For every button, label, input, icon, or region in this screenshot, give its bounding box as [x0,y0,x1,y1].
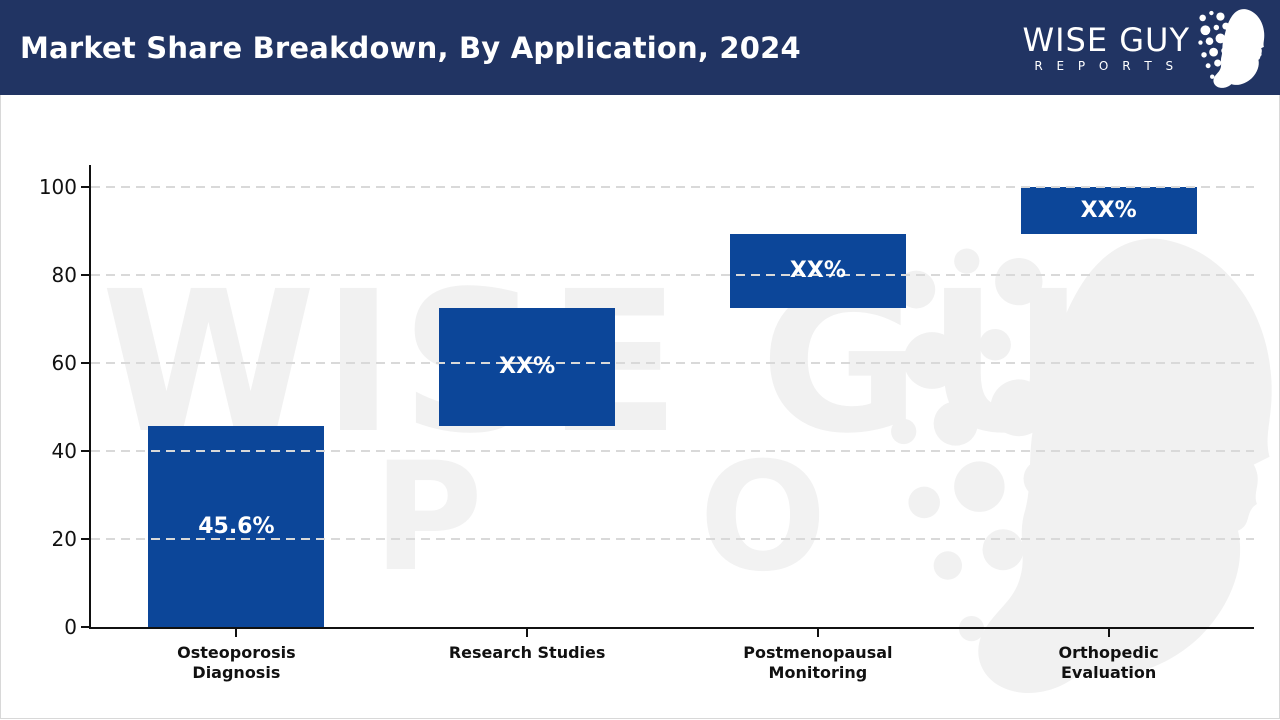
x-axis-spine [89,627,1254,629]
x-category-label-line: Postmenopausal [743,643,893,662]
y-tick-label-0: 0 [64,615,77,639]
brand-subtitle: R E P O R T S [1034,58,1179,73]
x-category-label-line: Orthopedic [1058,643,1159,662]
x-tick-1 [235,629,238,637]
y-tick-label-60: 60 [51,351,77,375]
y-tick-100 [81,186,89,188]
y-tick-label-20: 20 [51,527,77,551]
brand-name: WISE GUY [1022,20,1190,59]
bar-2 [439,308,616,427]
y-tick-60 [81,362,89,364]
bar-value-label: 45.6% [198,513,275,539]
bar-1 [148,426,325,627]
brand-logo: WISE GUY R E P O R T S [1022,7,1266,89]
x-category-label: Osteoporosis Diagnosis [96,643,376,683]
brand-head-icon [1198,8,1265,88]
y-tick-20 [81,538,89,540]
x-category-label-line: Monitoring [768,663,868,682]
chart-canvas: WISE GUY P O R T S 02040608010045.6%Oste… [0,95,1280,719]
y-tick-label-80: 80 [51,263,77,287]
x-category-label: Research Studies [387,643,667,663]
x-tick-4 [1107,629,1110,637]
gridline-80 [91,274,1254,276]
bar-4 [1020,187,1197,235]
brand-logo-text: WISE GUY R E P O R T S [1022,23,1190,73]
y-tick-80 [81,274,89,276]
bar-value-label: XX% [789,258,846,284]
gridline-20 [91,538,1254,540]
y-tick-0 [81,626,89,628]
y-tick-40 [81,450,89,452]
gridline-60 [91,362,1254,364]
y-tick-label-100: 100 [38,175,77,199]
bar-value-label: XX% [1080,197,1137,223]
header-bar: Market Share Breakdown, By Application, … [0,0,1280,95]
x-tick-3 [816,629,819,637]
x-category-label-line: Research Studies [448,643,606,662]
x-category-label-line: Osteoporosis [177,643,296,662]
y-tick-label-40: 40 [51,439,77,463]
watermark-head-icon [891,238,1272,693]
x-tick-2 [526,629,529,637]
bar-value-label: XX% [499,354,556,380]
x-category-label: Orthopedic Evaluation [969,643,1249,683]
x-category-label-line: Diagnosis [192,663,281,682]
x-category-label-line: Evaluation [1060,663,1157,682]
gridline-100 [91,186,1254,188]
plot-area: 0 20 40 60 80 100 45.6% Osteoporosis Diagnosis XX… [39,165,1254,682]
x-category-label: Postmenopausal Monitoring [678,643,958,683]
chart-title: Market Share Breakdown, By Application, … [20,30,801,65]
bar-3 [729,234,906,308]
gridline-40 [91,450,1254,452]
y-axis-spine [89,165,91,629]
